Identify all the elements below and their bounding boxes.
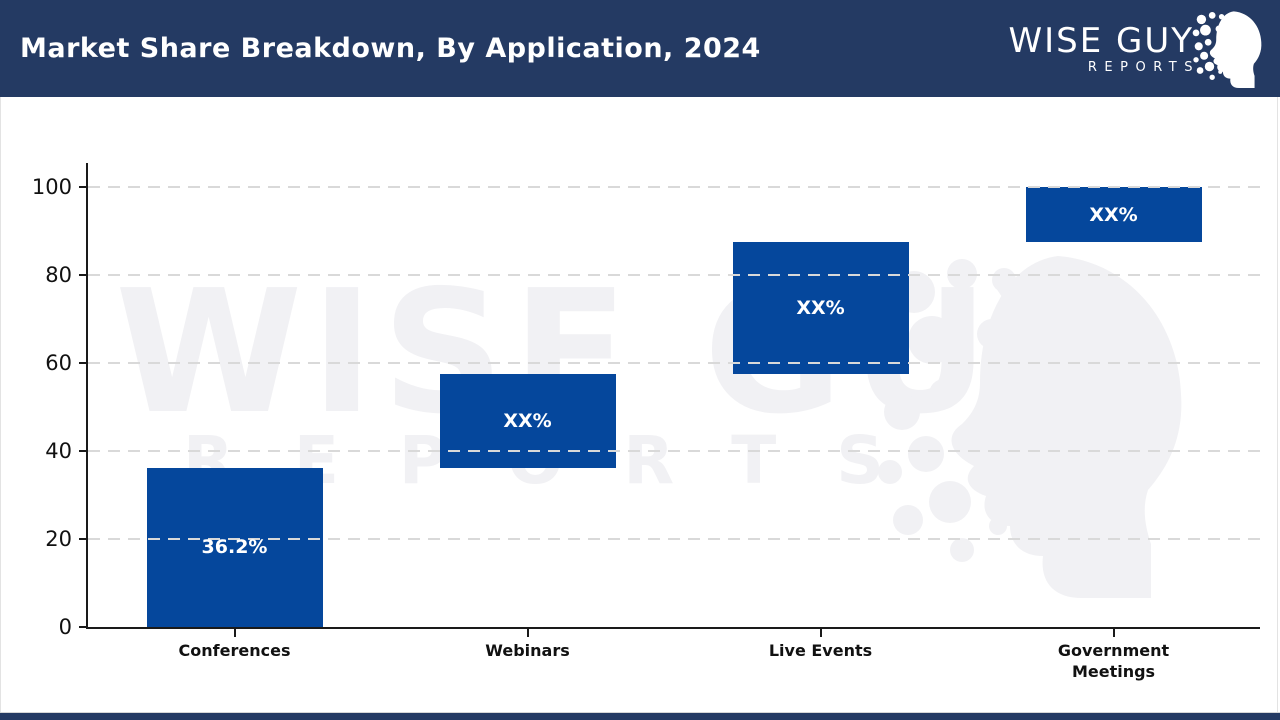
bar [146, 467, 323, 627]
bar [732, 242, 909, 374]
x-tick-mark [233, 629, 236, 637]
x-tick-label: Conferences [178, 641, 291, 660]
bar-value-label: 36.2% [201, 536, 268, 559]
footer-divider [0, 712, 1280, 713]
y-tick-mark [79, 626, 87, 628]
y-axis-line [86, 163, 88, 629]
footer-bar [0, 713, 1280, 720]
y-tick-mark [79, 362, 87, 364]
x-tick-label: Government Meetings [1057, 641, 1170, 681]
y-tick-label: 40 [45, 439, 72, 463]
bar [439, 374, 616, 468]
bar [1025, 187, 1202, 242]
y-tick-mark [79, 274, 87, 276]
y-tick-label: 80 [45, 263, 72, 287]
y-tick-label: 20 [45, 527, 72, 551]
bar-value-label: XX% [796, 297, 845, 319]
brand-subname: REPORTS [1087, 59, 1200, 75]
y-gridline [88, 362, 1260, 364]
y-gridline [88, 450, 1260, 452]
x-tick-label: Live Events [768, 641, 873, 660]
x-tick-mark [526, 629, 529, 637]
y-tick-label: 100 [31, 175, 72, 199]
y-gridline [88, 274, 1260, 276]
watermark-text-main: WISE GUY [115, 254, 1129, 452]
y-tick-label: 60 [45, 351, 72, 375]
header-bar: Market Share Breakdown, By Application, … [0, 0, 1280, 97]
brand-name: WISE GUY [1008, 20, 1194, 61]
x-tick-mark [1112, 629, 1115, 637]
y-gridline [88, 186, 1260, 188]
bar-value-label: XX% [503, 409, 552, 432]
y-tick-mark [79, 538, 87, 540]
x-axis-line [86, 627, 1260, 629]
y-tick-label: 0 [58, 615, 72, 639]
y-tick-mark [79, 186, 87, 188]
page-title: Market Share Breakdown, By Application, … [20, 33, 761, 64]
brand-logo: WISE GUY REPORTS [1008, 8, 1280, 90]
y-gridline [88, 538, 1260, 540]
x-tick-label: Webinars [485, 641, 570, 660]
brand-logo-text: WISE GUY REPORTS [1008, 24, 1194, 74]
x-tick-mark [819, 629, 822, 637]
y-tick-mark [79, 450, 87, 452]
bar-value-label: XX% [1089, 203, 1138, 226]
dotted-head-icon [1192, 8, 1266, 90]
